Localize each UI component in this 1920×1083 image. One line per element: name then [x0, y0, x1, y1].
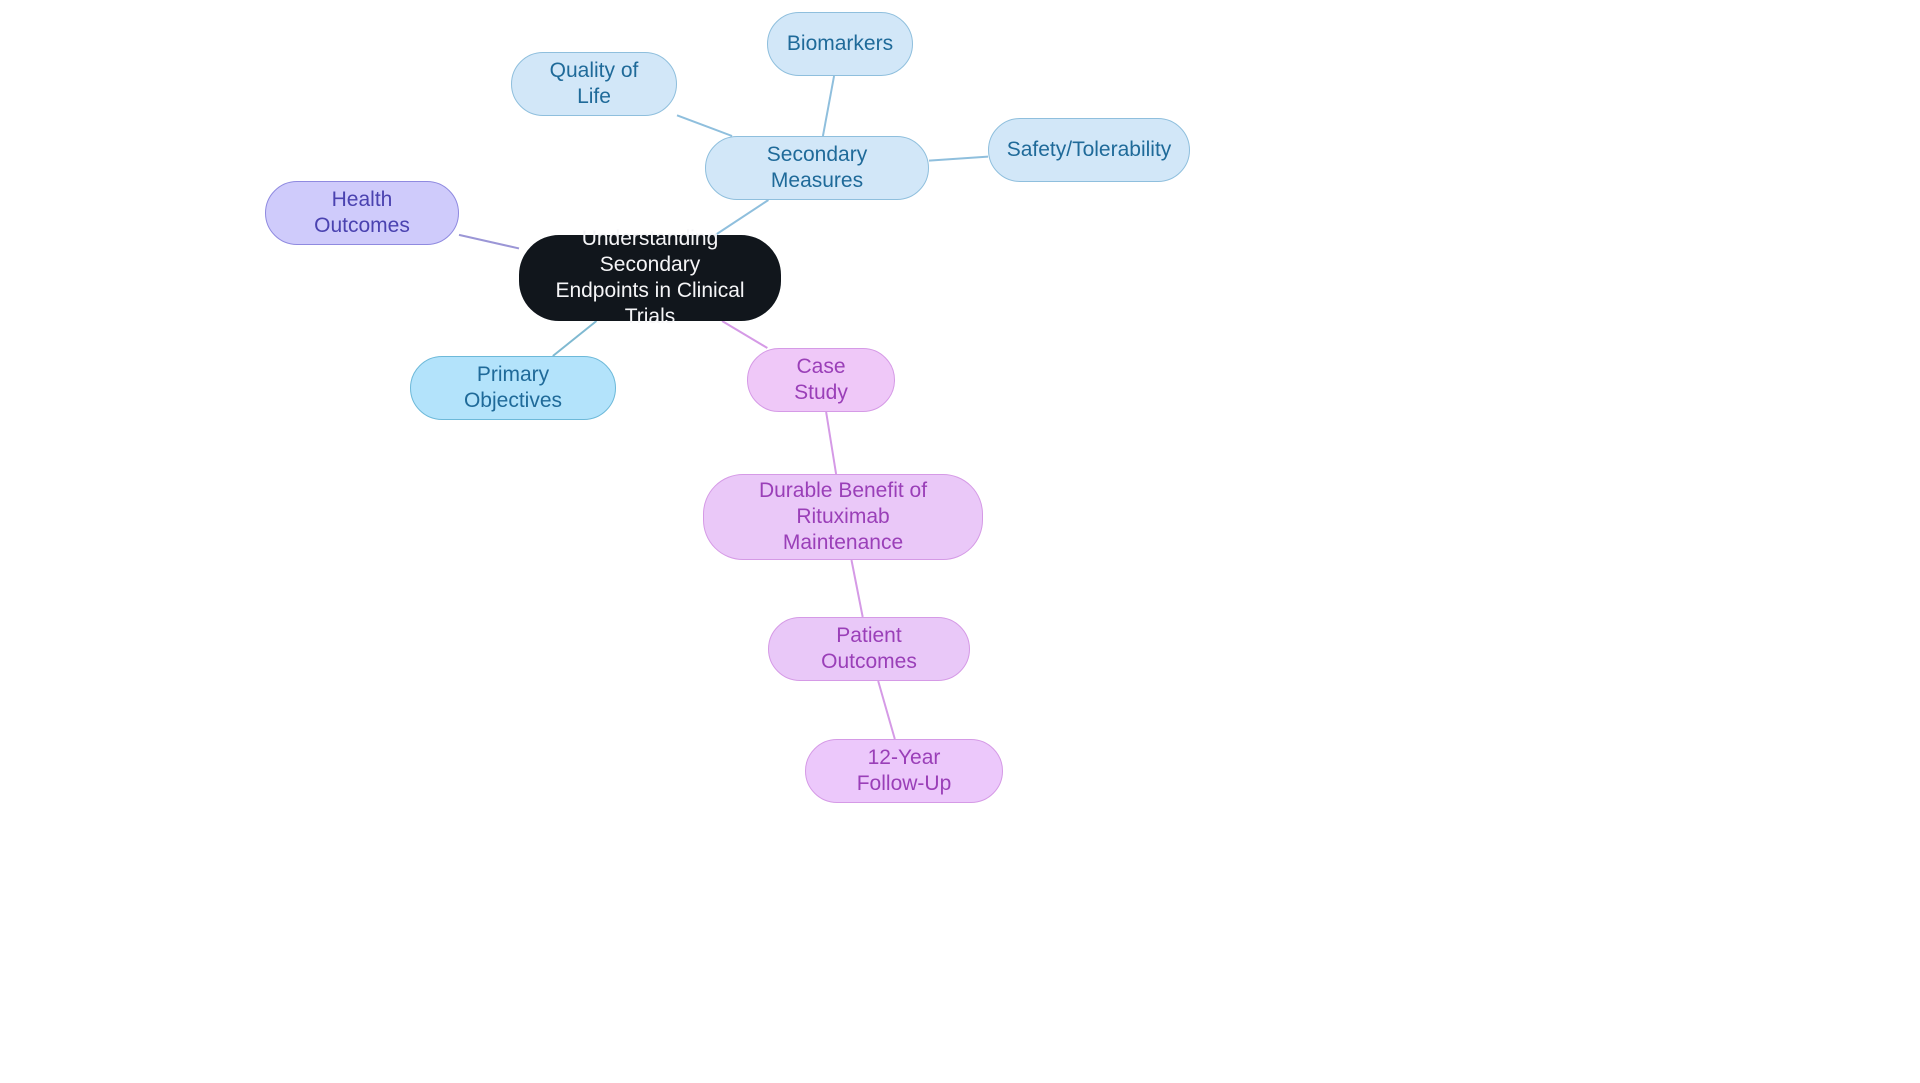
- node-primary_objectives: Primary Objectives: [410, 356, 616, 420]
- node-health_outcomes: Health Outcomes: [265, 181, 459, 245]
- node-durable_benefit: Durable Benefit of Rituximab Maintenance: [703, 474, 983, 560]
- node-quality_of_life: Quality of Life: [511, 52, 677, 116]
- mindmap-canvas: Understanding Secondary Endpoints in Cli…: [0, 0, 1920, 1083]
- node-twelve_year: 12-Year Follow-Up: [805, 739, 1003, 803]
- node-root: Understanding Secondary Endpoints in Cli…: [519, 235, 781, 321]
- edge: [677, 115, 732, 136]
- edge: [459, 235, 519, 249]
- edge: [826, 412, 836, 474]
- edge: [823, 76, 834, 136]
- node-patient_outcomes: Patient Outcomes: [768, 617, 970, 681]
- edge: [929, 157, 988, 161]
- node-case_study: Case Study: [747, 348, 895, 412]
- node-safety_tolerability: Safety/Tolerability: [988, 118, 1190, 182]
- edge: [851, 560, 862, 617]
- node-secondary_measures: Secondary Measures: [705, 136, 929, 200]
- node-biomarkers: Biomarkers: [767, 12, 913, 76]
- edge: [878, 681, 895, 739]
